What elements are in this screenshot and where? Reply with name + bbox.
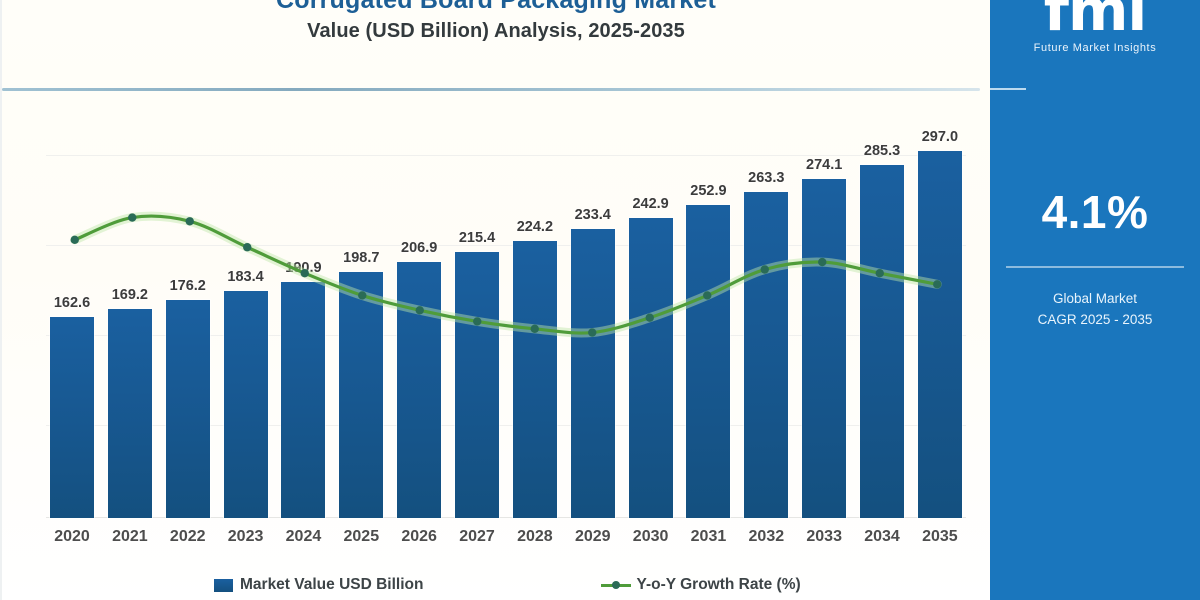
bar-slot: 233.4: [567, 110, 619, 518]
bar[interactable]: [223, 291, 268, 518]
bar-value-label: 183.4: [227, 269, 264, 286]
bar-slot: 206.9: [393, 110, 445, 518]
x-axis-tick: 2027: [459, 528, 495, 545]
x-axis-tick: 2023: [227, 528, 264, 545]
x-axis-tick: 2026: [401, 528, 437, 545]
bar-value-label: 252.9: [690, 183, 727, 200]
x-axis-tick: 2020: [54, 528, 90, 545]
page-title: Corrugated Board Packaging Market: [275, 0, 717, 14]
title-block: Corrugated Board Packaging Market Value …: [16, 0, 976, 43]
x-axis-tick: 2024: [285, 528, 322, 545]
bar-slot: 190.9: [277, 110, 329, 518]
bar-slot: 297.0: [914, 110, 966, 518]
bar-slot: 274.1: [798, 110, 850, 518]
bar[interactable]: [917, 150, 962, 518]
sidebar-divider: [1006, 266, 1184, 268]
bar[interactable]: [339, 272, 384, 518]
bar-value-label: 242.9: [632, 195, 669, 212]
bar[interactable]: [860, 165, 905, 518]
bar[interactable]: [570, 229, 615, 518]
bar[interactable]: [512, 240, 557, 518]
bar-slot: 162.6: [46, 110, 98, 518]
bar-slot: 263.3: [740, 110, 792, 518]
gridline: [46, 335, 966, 336]
bar[interactable]: [281, 281, 326, 518]
sidebar-top-tick: [990, 88, 1026, 90]
bar-value-label: 198.7: [343, 250, 380, 267]
bar-slot: 183.4: [220, 110, 272, 518]
cagr-value: 4.1%: [1041, 186, 1149, 238]
title-divider: [2, 88, 980, 91]
axis-baseline: [46, 517, 966, 518]
bar-slot: 224.2: [509, 110, 561, 518]
x-axis: 2020 2021 2022 2023 2024 2025 2026 2027 2028 2029…: [46, 528, 966, 546]
chart-legend: Market Value USD Billion Y-o-Y Growth Ra…: [46, 572, 966, 598]
x-axis-tick: 2035: [922, 528, 958, 545]
fmi-logo: fmi Future Market Insights: [990, 0, 1200, 54]
bar-value-label: 190.9: [285, 259, 322, 276]
gridline: [46, 425, 966, 426]
bar-value-label: 169.2: [111, 286, 149, 303]
chart-panel: Corrugated Board Packaging Market Value …: [0, 0, 990, 600]
bar-slot: 176.2: [162, 110, 214, 518]
x-axis-tick: 2021: [112, 528, 148, 545]
x-axis-tick: 2030: [632, 528, 669, 545]
bar-value-label: 263.3: [748, 170, 785, 187]
bar-value-label: 176.2: [169, 278, 206, 295]
brand-sidebar: fmi Future Market Insights 4.1% Global M…: [990, 0, 1200, 600]
bar-value-label: 274.1: [806, 157, 843, 174]
bar[interactable]: [744, 192, 789, 518]
x-axis-tick: 2028: [517, 528, 553, 545]
bar-value-label: 224.2: [516, 218, 554, 235]
x-axis-tick: 2022: [169, 528, 206, 545]
bar[interactable]: [107, 308, 152, 518]
bar[interactable]: [628, 217, 673, 518]
bar[interactable]: [165, 300, 210, 518]
bar-slot: 252.9: [682, 110, 734, 518]
bar-value-label: 233.4: [574, 207, 611, 224]
bar-value-label: 285.3: [863, 143, 901, 160]
x-axis-tick: 2034: [864, 528, 900, 545]
page-subtitle: Value (USD Billion) Analysis, 2025-2035: [307, 20, 685, 42]
x-axis-tick: 2025: [343, 528, 380, 545]
legend-label-growth-rate: Y-o-Y Growth Rate (%): [636, 576, 801, 593]
x-axis-tick: 2032: [748, 528, 785, 545]
bar-swatch-icon: [214, 578, 233, 592]
bar-value-label: 162.6: [53, 294, 91, 311]
bar-value-label: 297.0: [921, 128, 959, 145]
line-swatch-icon: [601, 579, 632, 591]
bar-slot: 285.3: [856, 110, 908, 518]
x-axis-tick: 2031: [690, 528, 727, 545]
x-axis-tick: 2033: [806, 528, 842, 545]
fmi-logo-tagline: Future Market Insights: [1033, 42, 1157, 54]
bar-value-label: 206.9: [401, 240, 438, 257]
bar[interactable]: [50, 316, 94, 518]
bar[interactable]: [686, 205, 731, 518]
bar-value-label: 215.4: [458, 229, 496, 246]
bar[interactable]: [455, 251, 500, 518]
fmi-logo-mark: fmi: [1043, 0, 1148, 44]
legend-label-market-value: Market Value USD Billion: [240, 576, 424, 593]
cagr-caption: Global Market CAGR 2025 - 2035: [990, 288, 1200, 330]
gridline: [46, 155, 966, 156]
bar[interactable]: [802, 179, 847, 518]
bar-slot: 198.7: [335, 110, 387, 518]
bar-slot: 215.4: [451, 110, 503, 518]
x-axis-tick: 2029: [574, 528, 611, 545]
bar-series: 162.6 169.2 176.2 183.4 190.9 198.7 206.9 215.4…: [46, 110, 966, 518]
cagr-caption-line1: Global Market: [1052, 291, 1138, 306]
legend-item-market-value: Market Value USD Billion: [214, 576, 423, 594]
cagr-caption-line2: CAGR 2025 - 2035: [1037, 312, 1153, 327]
legend-item-growth-rate: Y-o-Y Growth Rate (%): [601, 576, 801, 594]
bar[interactable]: [397, 262, 442, 518]
bar-slot: 242.9: [625, 110, 677, 518]
bar-slot: 169.2: [104, 110, 156, 518]
plot-area: 162.6 169.2 176.2 183.4 190.9 198.7 206.9 215.4…: [46, 110, 966, 518]
